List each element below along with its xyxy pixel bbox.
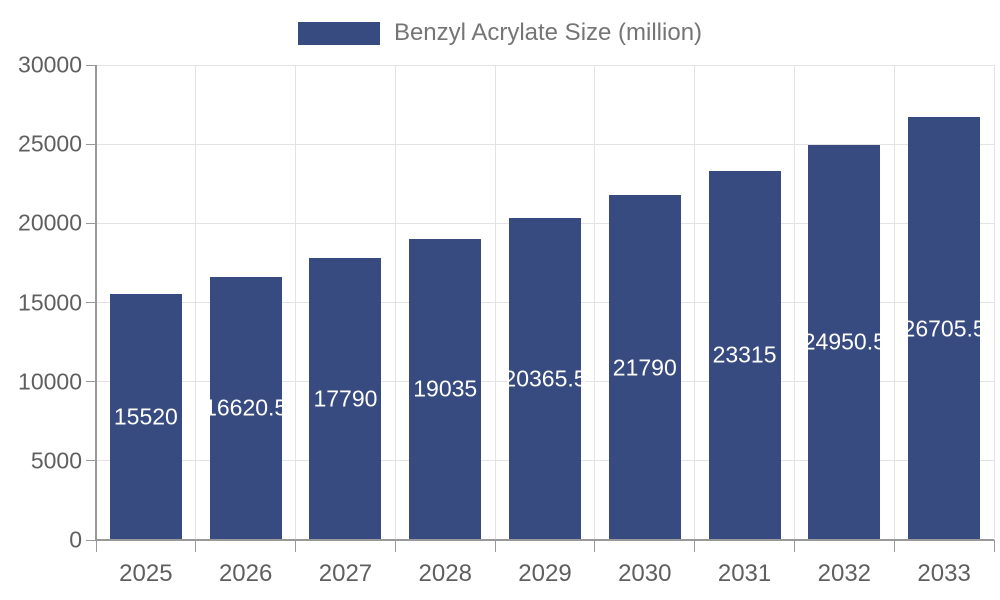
- bar-2025[interactable]: 15520: [109, 294, 182, 540]
- v-gridline: [694, 65, 696, 540]
- legend[interactable]: Benzyl Acrylate Size (million): [0, 21, 1000, 45]
- bar-value-label: 20365.5: [503, 365, 587, 392]
- x-axis-tick: [195, 540, 197, 552]
- v-gridline: [394, 65, 396, 540]
- x-tick-label: 2025: [119, 560, 173, 587]
- y-tick-label: 20000: [18, 209, 82, 236]
- x-axis-tick: [993, 540, 995, 552]
- bar-2026[interactable]: 16620.5: [204, 276, 287, 540]
- v-gridline: [195, 65, 197, 540]
- v-gridline: [594, 65, 596, 540]
- bar-value-label: 26705.5: [902, 315, 986, 342]
- x-tick-label: 2031: [717, 560, 772, 587]
- y-axis-tick: [86, 143, 96, 145]
- bar-value-label: 24950.5: [802, 328, 886, 355]
- y-axis-line: [95, 65, 97, 540]
- x-tick-label: 2032: [817, 560, 872, 587]
- x-axis-line: [95, 539, 994, 541]
- bar-value-label: 15520: [113, 403, 178, 430]
- y-tick-label: 10000: [18, 368, 82, 395]
- x-axis-tick: [295, 540, 297, 552]
- v-gridline: [295, 65, 297, 540]
- y-tick-label: 30000: [18, 51, 82, 78]
- y-tick-label: 25000: [18, 130, 82, 157]
- x-tick-label: 2030: [618, 560, 672, 587]
- bar-2027[interactable]: 17790: [309, 258, 382, 540]
- y-axis-tick: [86, 222, 96, 224]
- bar-2028[interactable]: 19035: [409, 238, 482, 540]
- h-gridline: [96, 143, 994, 145]
- x-axis-tick: [394, 540, 396, 552]
- bar-value-label: 19035: [413, 375, 478, 402]
- x-axis-tick: [694, 540, 696, 552]
- y-tick-label: 0: [69, 526, 82, 553]
- x-axis-labels: 2025 2026 2027 2028 2029 2030 2031 2032 2033: [96, 560, 994, 590]
- x-axis-tick: [494, 540, 496, 552]
- y-axis-tick: [86, 460, 96, 462]
- bar-value-label: 17790: [313, 385, 378, 412]
- bar-2030[interactable]: 21790: [608, 195, 681, 540]
- y-axis-tick: [86, 539, 96, 541]
- bar-2031[interactable]: 23315: [708, 170, 781, 540]
- bar-value-label: 23315: [712, 341, 777, 368]
- x-axis-tick: [793, 540, 795, 552]
- h-gridline: [96, 64, 994, 66]
- x-tick-label: 2027: [318, 560, 373, 587]
- y-axis-labels: 0 5000 10000 15000 20000 25000 30000: [0, 52, 82, 553]
- y-axis-tick: [86, 64, 96, 66]
- bar-value-label: 21790: [612, 354, 677, 380]
- bar-2032[interactable]: 24950.5: [803, 144, 886, 540]
- y-tick-label: 5000: [30, 447, 82, 474]
- y-tick-label: 15000: [18, 289, 82, 315]
- x-axis-tick: [594, 540, 596, 552]
- bar-2033[interactable]: 26705.5: [903, 117, 986, 540]
- x-tick-label: 2029: [518, 560, 572, 587]
- plot-area: 15520 16620.5 17790 19035 20365.5 21790 23315 2…: [86, 64, 995, 552]
- bar-2029[interactable]: 20365.5: [503, 217, 587, 540]
- bar-value-label: 16620.5: [204, 394, 288, 421]
- y-axis-tick: [86, 381, 96, 383]
- x-tick-label: 2026: [218, 560, 273, 587]
- v-gridline: [993, 65, 995, 540]
- x-tick-label: 2028: [418, 560, 472, 587]
- x-tick-label: 2033: [917, 560, 971, 587]
- v-gridline: [893, 65, 895, 540]
- legend-swatch: [297, 21, 380, 45]
- v-gridline: [793, 65, 795, 540]
- legend-label: Benzyl Acrylate Size (million): [393, 19, 703, 46]
- v-gridline: [494, 65, 496, 540]
- x-axis-tick: [95, 540, 97, 552]
- x-axis-tick: [893, 540, 895, 552]
- y-axis-tick: [86, 302, 96, 303]
